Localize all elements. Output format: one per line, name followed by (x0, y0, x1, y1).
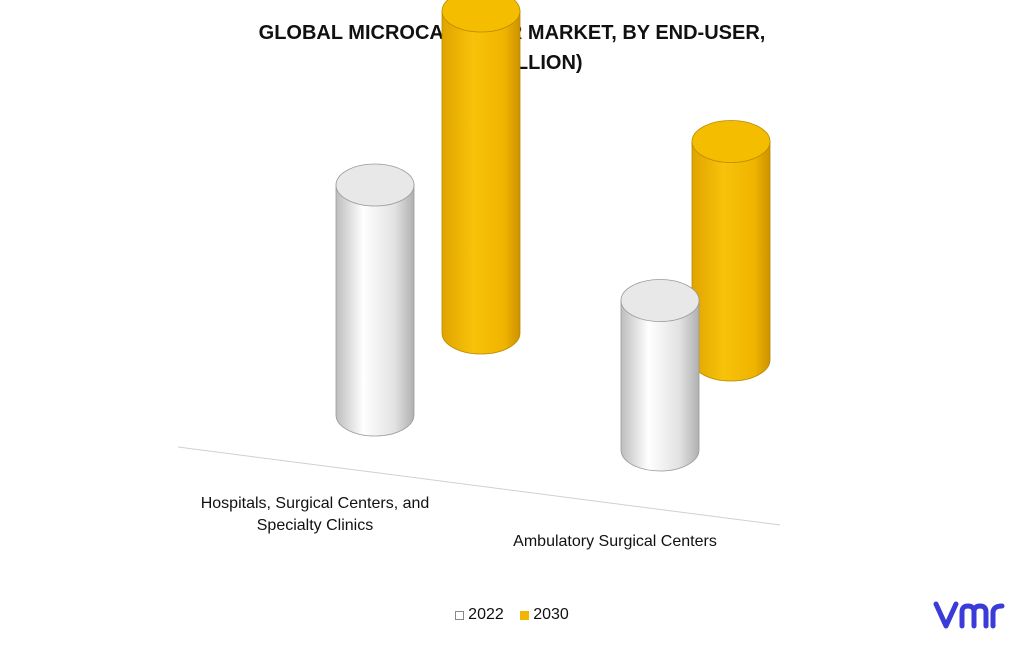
category-label-ambulatory-text: Ambulatory Surgical Centers (513, 533, 717, 550)
legend-item-2030: 2030 (520, 606, 569, 624)
legend-swatch-2022 (455, 610, 465, 620)
category-label-ambulatory: Ambulatory Surgical Centers (490, 531, 740, 553)
floor-line (177, 446, 781, 526)
category-label-hospitals-line2: Specialty Clinics (256, 517, 374, 534)
bar-body (335, 184, 415, 437)
legend-label-2030: 2030 (533, 606, 569, 623)
category-label-hospitals: Hospitals, Surgical Centers, and Special… (180, 493, 450, 537)
bar-body (441, 10, 521, 355)
legend: 2022 2030 (0, 606, 1024, 625)
bar-top (620, 279, 700, 322)
bar-2022-ambulatory (620, 279, 700, 472)
legend-item-2022: 2022 (455, 606, 504, 624)
bar-2030-hospitals (441, 0, 521, 355)
bar-top (441, 0, 521, 33)
legend-swatch-2030 (520, 610, 530, 620)
legend-label-2022: 2022 (468, 606, 504, 623)
vmr-logo (933, 601, 1005, 629)
bar-2022-hospitals (335, 163, 415, 437)
bar-body (620, 300, 700, 472)
bar-top (335, 163, 415, 207)
category-label-hospitals-line1: Hospitals, Surgical Centers, and (200, 495, 430, 512)
bar-body (691, 141, 771, 382)
bar-top (691, 120, 771, 163)
bar-2030-ambulatory (691, 120, 771, 382)
